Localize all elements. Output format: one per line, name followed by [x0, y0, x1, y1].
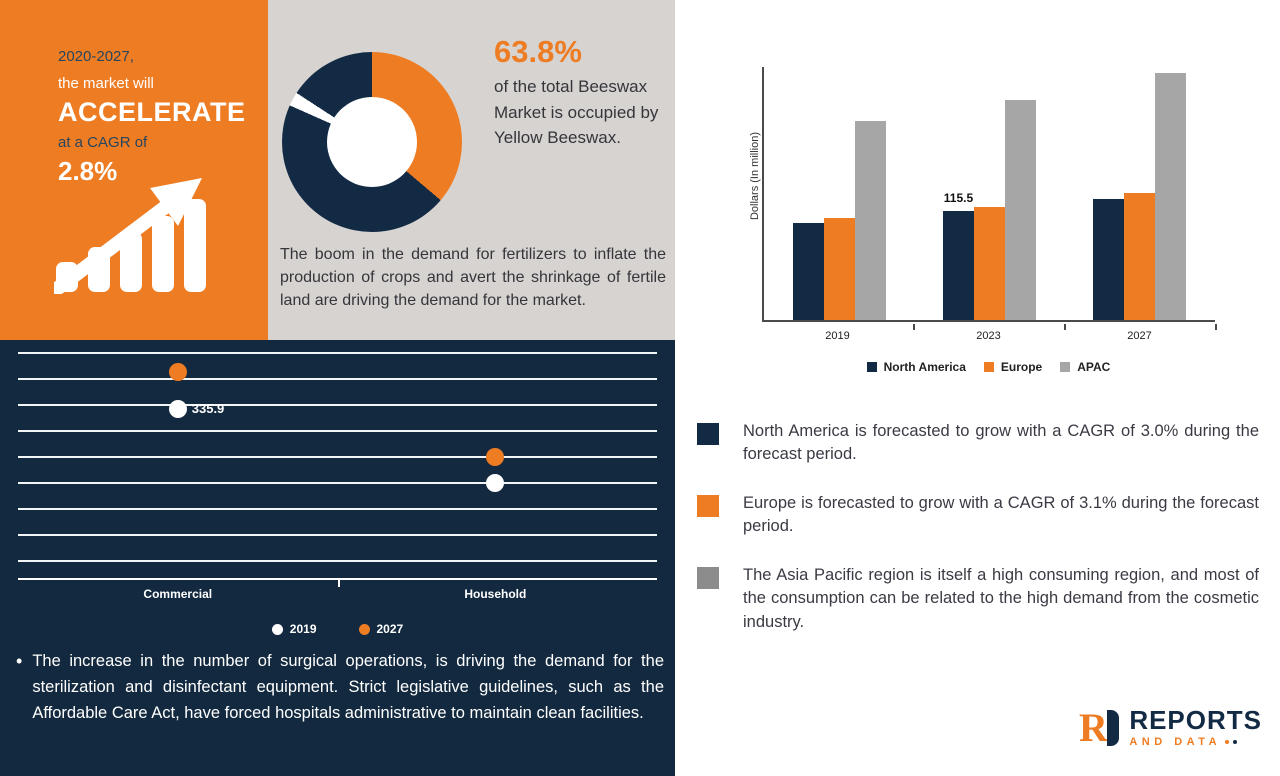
cagr-line2: the market will [58, 75, 154, 92]
logo-text: REPORTS AND DATA [1129, 707, 1262, 748]
axis-category-label: 2027 [1127, 330, 1152, 342]
bar-apac [854, 121, 886, 320]
axis-tick [1215, 324, 1217, 330]
bar-europe [1124, 193, 1156, 320]
legend-swatch [271, 623, 283, 635]
growth-arrow-icon [54, 178, 206, 294]
donut-panel: 63.8% of the total Beeswax Market is occ… [268, 0, 675, 340]
bar-north-america [792, 223, 824, 320]
region-bullet: North America is forecasted to grow with… [697, 420, 1259, 467]
logo-tagline: AND DATA [1129, 736, 1262, 748]
region-bullet-text: Europe is forecasted to grow with a CAGR… [743, 493, 1259, 536]
axis-category-label: 2023 [976, 330, 1001, 342]
legend-label: APAC [1077, 360, 1111, 374]
bar-apac [1004, 100, 1036, 320]
bar-value-label: 115.5 [943, 191, 974, 205]
region-swatch [697, 494, 719, 517]
reports-and-data-logo-icon: R [1079, 708, 1120, 748]
bar-north-america: 115.5 [942, 191, 974, 320]
logo-tagline-text: AND DATA [1129, 736, 1222, 748]
axis-tick [912, 324, 915, 330]
legend-swatch [866, 362, 877, 372]
legend-swatch [358, 623, 370, 635]
gridline [18, 378, 657, 380]
cagr-panel: 2020-2027, the market will ACCELERATE at… [0, 0, 268, 340]
region-swatch [697, 566, 719, 589]
donut-stat-caption: of the total Beeswax Market is occupied … [494, 77, 659, 147]
data-point [168, 400, 187, 419]
bar-chart-xlabels: 2019 2023 2027 [762, 330, 1215, 342]
bar-axis-ticks [762, 322, 1217, 330]
cagr-value: 2.8% [58, 156, 118, 186]
region-bullets: North America is forecasted to grow with… [697, 420, 1259, 659]
legend-item: APAC [1060, 360, 1110, 374]
legend-item: 2027 [358, 622, 404, 636]
bullet-marker: • [16, 651, 23, 671]
gridline [18, 430, 657, 432]
application-chart-panel: 335.9 Commercial Household 2019 2027 • The… [0, 340, 675, 776]
gridline [18, 534, 657, 536]
gridline [18, 456, 657, 458]
region-bullet: Europe is forecasted to grow with a CAGR… [697, 492, 1259, 539]
bar-north-america [1093, 199, 1125, 320]
region-bullet-text: The Asia Pacific region is itself a high… [743, 565, 1259, 631]
regional-panel: Dollars (In million) 115.5 2019 2023 2027 … [675, 0, 1280, 776]
data-point [486, 448, 505, 467]
cagr-period: 2020-2027, [58, 48, 134, 65]
dot-chart-axis [18, 578, 657, 587]
bar-apac [1155, 73, 1187, 320]
reports-and-data-logo: R REPORTS AND DATA [1079, 707, 1262, 748]
dot-chart-xlabels: Commercial Household [18, 587, 657, 603]
axis-category-label: 2019 [825, 330, 850, 342]
logo-dot [1225, 740, 1230, 744]
cagr-line4: at a CAGR of [58, 134, 148, 151]
bar-group [764, 121, 914, 320]
fertilizer-paragraph: The boom in the demand for fertilizers t… [280, 246, 666, 310]
axis-tick [1063, 324, 1066, 330]
legend-label: Europe [1000, 360, 1043, 374]
bar-chart-ylabel: Dollars (In million) [749, 131, 761, 221]
data-point [486, 473, 505, 492]
region-bullet-text: North America is forecasted to grow with… [743, 422, 1259, 464]
bar-group: 115.5 [914, 100, 1064, 320]
bar-group [1065, 73, 1215, 320]
bar-chart-plot: 115.5 [762, 67, 1215, 322]
legend-swatch [1060, 362, 1071, 372]
legend-item: 2019 [271, 622, 317, 636]
svg-text:R: R [1079, 708, 1109, 748]
bar-chart-legend: North America Europe APAC [762, 360, 1215, 374]
cagr-accelerate: ACCELERATE [58, 97, 246, 127]
surgical-bullet: • The increase in the number of surgical… [16, 648, 664, 726]
legend-label: 2019 [289, 622, 317, 636]
dot-chart-plot: 335.9 [18, 352, 657, 578]
gridline [18, 352, 657, 354]
legend-label: 2027 [376, 622, 404, 636]
axis-category-label: Commercial [143, 587, 213, 601]
region-bullet: The Asia Pacific region is itself a high… [697, 564, 1259, 634]
gridline [18, 482, 657, 484]
axis-category-label: Household [464, 587, 527, 601]
donut-chart [282, 52, 462, 232]
data-point-label: 335.9 [191, 401, 225, 417]
legend-item: Europe [983, 360, 1043, 374]
gridline [18, 560, 657, 562]
gridline [18, 404, 657, 406]
donut-stat-value: 63.8% [494, 34, 582, 69]
gridline [18, 508, 657, 510]
legend-item: North America [866, 360, 966, 374]
legend-swatch [983, 362, 994, 372]
logo-dot [1233, 740, 1238, 744]
data-point [168, 363, 187, 382]
surgical-bullet-text: The increase in the number of surgical o… [32, 652, 664, 723]
bar-europe [973, 207, 1005, 320]
bar-europe [823, 218, 855, 320]
region-swatch [697, 423, 719, 445]
legend-label: North America [883, 360, 966, 374]
dot-chart-legend: 2019 2027 [0, 622, 675, 636]
logo-brand-text: REPORTS [1129, 705, 1262, 735]
